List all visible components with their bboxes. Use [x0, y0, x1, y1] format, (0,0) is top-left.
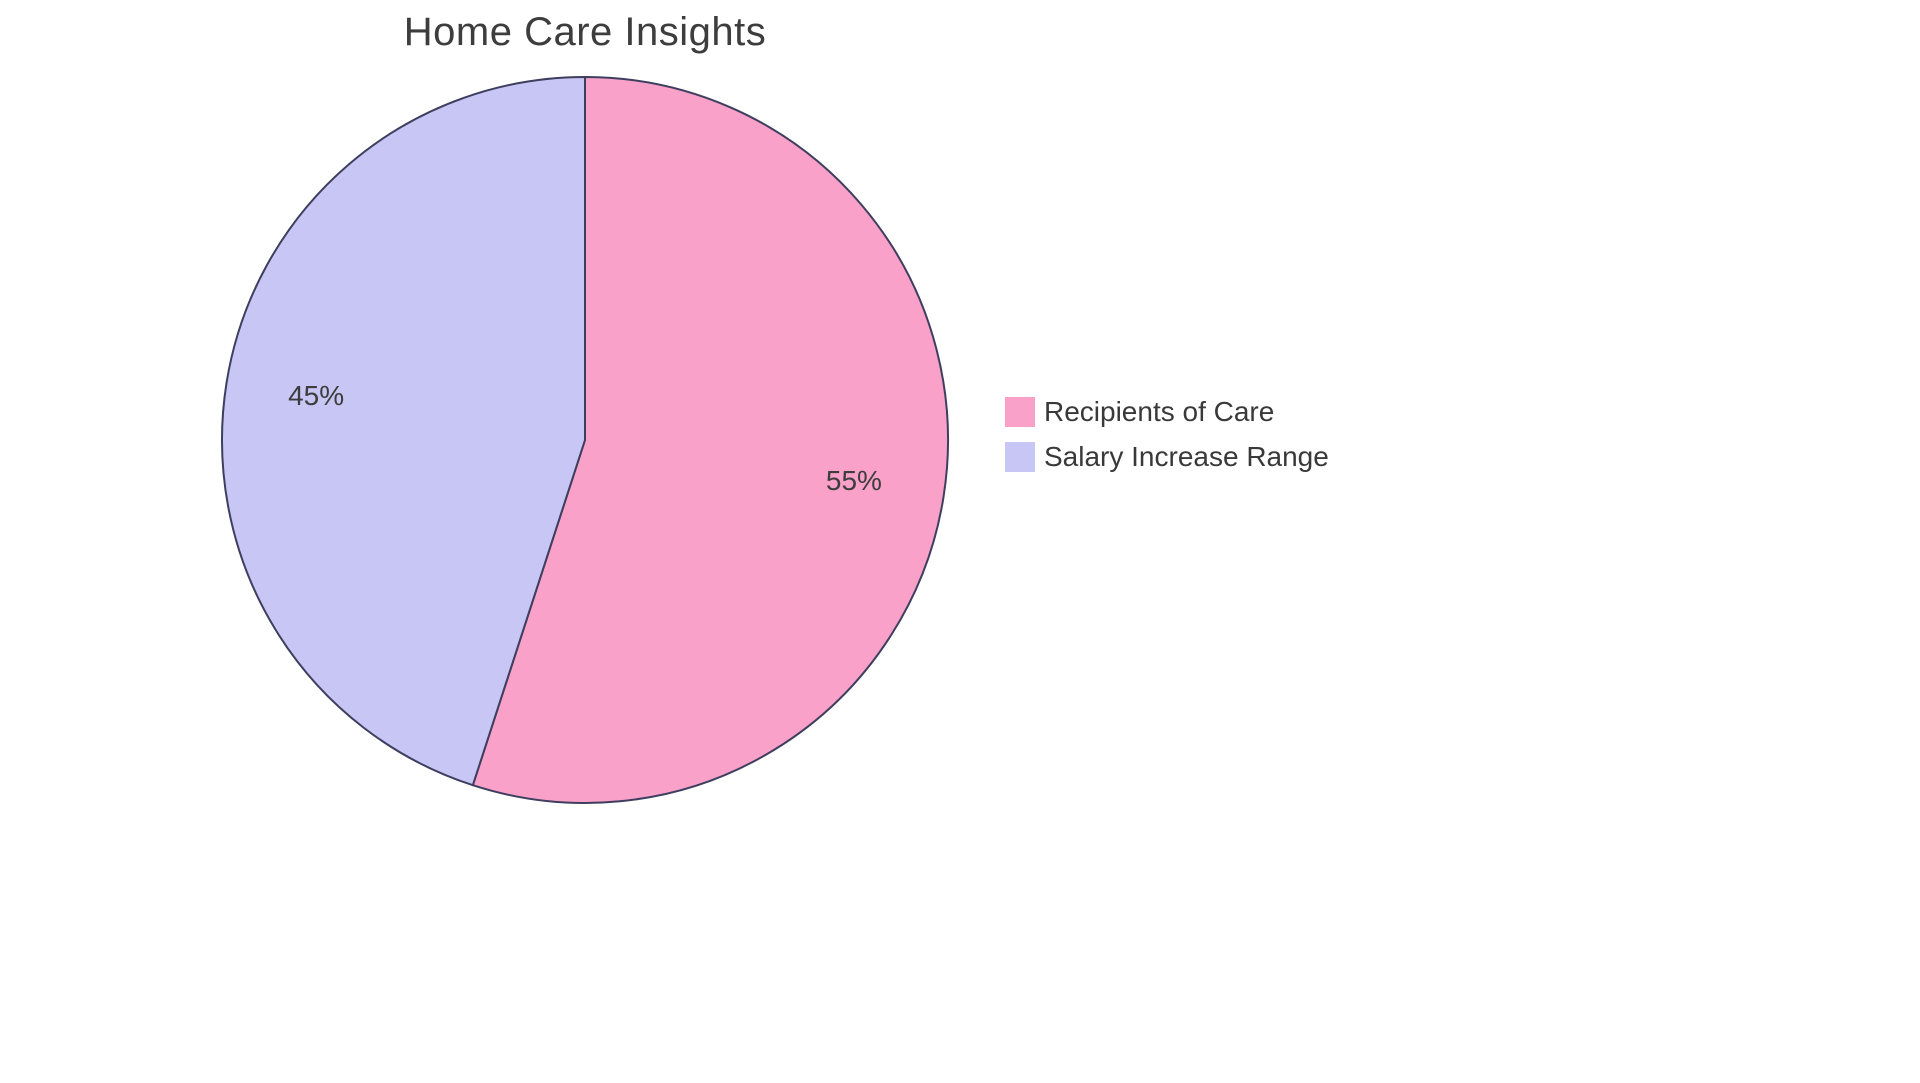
legend: Recipients of Care Salary Increase Range: [1005, 396, 1329, 473]
legend-label-recipients-of-care: Recipients of Care: [1044, 396, 1275, 427]
slice-label-salary-increase-range: 45%: [288, 380, 344, 411]
pie-slice-salary-increase-range: [221, 76, 586, 787]
legend-swatch-salary-increase-range: [1005, 442, 1035, 472]
pie-slice-recipients-of-care: [471, 76, 949, 804]
legend-item-recipients-of-care: Recipients of Care: [1005, 396, 1329, 428]
legend-swatch-recipients-of-care: [1005, 397, 1035, 427]
legend-label-salary-increase-range: Salary Increase Range: [1044, 441, 1329, 472]
chart-title: Home Care Insights: [403, 10, 767, 54]
slice-label-recipients-of-care: 55%: [826, 465, 882, 496]
legend-item-salary-increase-range: Salary Increase Range: [1005, 441, 1329, 473]
